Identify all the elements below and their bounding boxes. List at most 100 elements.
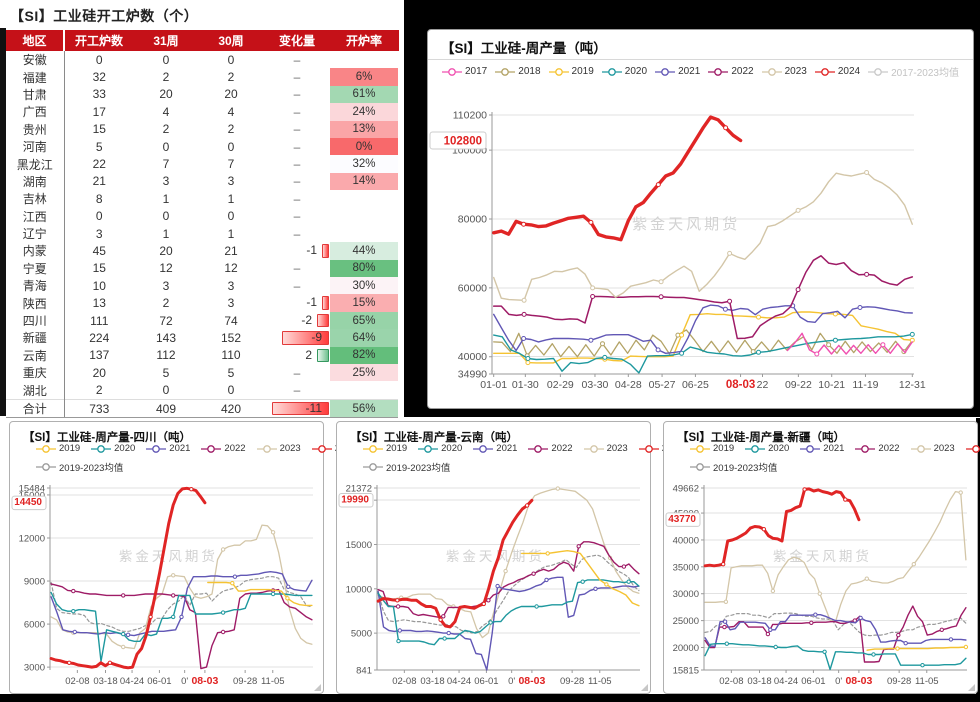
- legend-item-2018[interactable]: 2018: [495, 66, 541, 77]
- legend-item-2019[interactable]: 2019: [548, 66, 594, 77]
- legend-item-2021[interactable]: 2021: [800, 443, 844, 454]
- legend-item-2024[interactable]: 2024: [814, 66, 860, 77]
- series-line-2021: [704, 613, 967, 648]
- cell-change: -9: [264, 329, 330, 346]
- legend-marker-icon: [91, 444, 112, 453]
- cell-change: –: [264, 225, 330, 242]
- svg-text:04-24: 04-24: [120, 676, 144, 687]
- cell-region: 内蒙: [6, 242, 65, 260]
- table-row: 辽宁 3 1 1 –: [6, 224, 398, 243]
- series-line-2020: [492, 333, 913, 374]
- svg-text:01-30: 01-30: [512, 379, 539, 391]
- legend-marker-icon: [36, 444, 56, 453]
- legend-item-2019[interactable]: 2019: [363, 443, 407, 454]
- cell-week31: 112: [156, 348, 176, 363]
- legend-item-2024[interactable]: 2024: [965, 443, 980, 454]
- legend-item-2023[interactable]: 2023: [583, 443, 628, 454]
- legend-item-2023[interactable]: 2023: [256, 443, 301, 454]
- legend-item-2017-2023均值[interactable]: 2017-2023均值: [868, 64, 959, 79]
- cell-rate: [330, 225, 398, 242]
- cell-region: 辽宁: [6, 224, 65, 243]
- cell-region: 贵州: [6, 120, 65, 138]
- cell-region: 江西: [6, 207, 65, 225]
- cell-region: 云南: [6, 346, 65, 365]
- dash: –: [293, 191, 301, 206]
- svg-text:49662: 49662: [673, 484, 699, 495]
- legend-item-2019-2023均值[interactable]: 2019-2023均值: [690, 460, 777, 474]
- legend-item-2021[interactable]: 2021: [655, 66, 700, 77]
- cell-region: 湖南: [6, 172, 65, 191]
- series-line-2021: [492, 304, 913, 354]
- svg-text:80000: 80000: [458, 213, 487, 225]
- legend-item-2017[interactable]: 2017: [442, 66, 487, 77]
- legend-marker-icon: [418, 444, 439, 453]
- resize-handle-icon[interactable]: [641, 684, 648, 691]
- dash: –: [293, 261, 301, 276]
- cell-change: –: [264, 381, 330, 399]
- svg-text:08-03: 08-03: [845, 675, 872, 687]
- cell-region: 甘肃: [6, 85, 65, 104]
- legend-item-2021[interactable]: 2021: [146, 443, 190, 454]
- change-value: 2: [305, 347, 312, 362]
- legend-label: 2021: [678, 66, 701, 77]
- watermark: 紫金天风期货: [773, 548, 872, 564]
- cell-change: -2: [264, 312, 330, 329]
- resize-handle-icon[interactable]: [314, 684, 321, 691]
- legend-item-2020[interactable]: 2020: [601, 66, 647, 77]
- dash: –: [293, 365, 301, 380]
- chart-legend: 2017 2018 2019 2020 2021 2022 2023 2024 2017-202…: [442, 64, 959, 79]
- change-databar: [272, 401, 329, 416]
- legend-item-2019-2023均值[interactable]: 2019-2023均值: [36, 460, 123, 474]
- svg-text:08-03: 08-03: [191, 675, 218, 687]
- dash: –: [293, 104, 301, 119]
- resize-handle-icon[interactable]: [968, 684, 975, 691]
- legend-item-2022[interactable]: 2022: [855, 443, 900, 454]
- legend-item-2019[interactable]: 2019: [690, 443, 734, 454]
- series-line-2022: [492, 255, 914, 340]
- legend-marker-icon: [363, 463, 383, 471]
- legend-item-2023[interactable]: 2023: [761, 66, 807, 77]
- cell-region: 安徽: [6, 51, 65, 69]
- dash: –: [293, 70, 301, 85]
- svg-text:04-28: 04-28: [615, 379, 642, 391]
- chart-legend: 2019 2020 2021 2022 2023 2024: [690, 443, 980, 454]
- column-header: 地区: [6, 30, 65, 51]
- legend-item-2020[interactable]: 2020: [91, 443, 135, 454]
- change-value: -2: [301, 312, 312, 327]
- cell-week30: 7: [227, 157, 235, 172]
- legend-item-2020[interactable]: 2020: [418, 443, 462, 454]
- change-databar: [317, 313, 329, 328]
- legend-item-2022[interactable]: 2022: [201, 443, 246, 454]
- legend-label: 2023: [606, 443, 628, 454]
- cell-week31: 20: [159, 87, 173, 102]
- chart-legend: 2019-2023均值: [690, 460, 777, 474]
- change-databar: [322, 296, 329, 310]
- legend-label: 2019: [571, 66, 594, 77]
- cell-week31: 72: [159, 313, 173, 328]
- legend-item-2019-2023均值[interactable]: 2019-2023均值: [363, 460, 450, 474]
- legend-item-2023[interactable]: 2023: [910, 443, 955, 454]
- legend-marker-icon: [855, 444, 876, 453]
- cell-furnaces: 5: [95, 139, 103, 154]
- series-line-2018: [493, 329, 913, 358]
- legend-item-2019[interactable]: 2019: [36, 443, 80, 454]
- legend-item-2022[interactable]: 2022: [528, 443, 573, 454]
- change-databar: [317, 348, 329, 363]
- svg-text:11-05: 11-05: [588, 676, 612, 687]
- cell-region: 陕西: [6, 294, 65, 312]
- chart-title: 【SI】工业硅-周产量-新疆（吨）: [677, 432, 846, 444]
- cell-week31: 3: [162, 174, 170, 189]
- legend-item-2021[interactable]: 2021: [473, 443, 517, 454]
- legend-item-2022[interactable]: 2022: [708, 66, 754, 77]
- legend-item-2020[interactable]: 2020: [745, 443, 789, 454]
- cell-furnaces: 45: [92, 243, 106, 258]
- table-row: 湖北 2 0 0 –: [6, 381, 398, 400]
- dash: –: [293, 87, 301, 102]
- latest-value-label: [338, 493, 374, 508]
- svg-text:34990: 34990: [458, 369, 487, 381]
- legend-label: 2020: [114, 443, 136, 454]
- cell-change: –: [264, 68, 330, 85]
- furnace-table-panel: 【SI】工业硅开工炉数（个） 地区 开工炉数 31周 30周 变化量 开炉率 安徽 0 0 0– 福…: [6, 4, 399, 419]
- series-line-2023: [492, 171, 913, 301]
